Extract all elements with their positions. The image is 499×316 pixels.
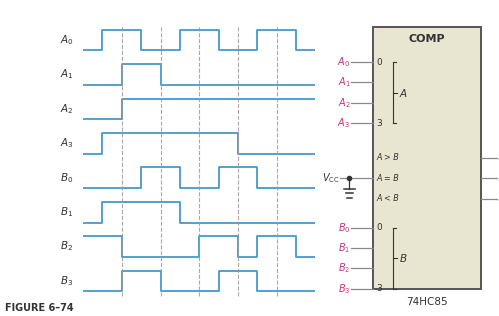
Text: $B_1$: $B_1$ xyxy=(338,241,350,255)
Text: $A_0$: $A_0$ xyxy=(337,55,350,69)
Text: 3: 3 xyxy=(377,118,383,128)
Text: $V_{\rm CC}$: $V_{\rm CC}$ xyxy=(321,172,339,185)
Text: $A_1$: $A_1$ xyxy=(60,68,73,82)
Text: $B_1$: $B_1$ xyxy=(60,205,73,219)
Text: 0: 0 xyxy=(377,223,383,232)
Text: $B_3$: $B_3$ xyxy=(338,282,350,296)
Text: 74HC85: 74HC85 xyxy=(406,297,448,307)
Text: $B$: $B$ xyxy=(399,252,408,264)
Text: $B_0$: $B_0$ xyxy=(60,171,73,185)
Text: $A_0$: $A_0$ xyxy=(60,33,73,47)
Text: A < B: A < B xyxy=(498,194,499,203)
Text: $A_1$: $A_1$ xyxy=(338,76,350,89)
Text: 0: 0 xyxy=(377,58,383,67)
Text: $B_0$: $B_0$ xyxy=(338,221,350,235)
Text: $B_2$: $B_2$ xyxy=(60,240,73,253)
FancyBboxPatch shape xyxy=(373,27,481,289)
Text: $A_3$: $A_3$ xyxy=(60,137,73,150)
Text: A > B: A > B xyxy=(498,154,499,162)
Text: A > B: A > B xyxy=(377,154,400,162)
Text: $A_3$: $A_3$ xyxy=(337,116,350,130)
Text: FIGURE 6–74: FIGURE 6–74 xyxy=(5,303,74,313)
Text: $A$: $A$ xyxy=(399,87,408,99)
Text: COMP: COMP xyxy=(409,34,445,45)
Text: $A_2$: $A_2$ xyxy=(338,96,350,110)
Text: A = B: A = B xyxy=(498,174,499,183)
Text: $A_2$: $A_2$ xyxy=(60,102,73,116)
Text: $B_3$: $B_3$ xyxy=(60,274,73,288)
Text: 3: 3 xyxy=(377,284,383,293)
Text: A = B: A = B xyxy=(377,174,400,183)
Text: $B_2$: $B_2$ xyxy=(338,262,350,275)
Text: A < B: A < B xyxy=(377,194,400,203)
